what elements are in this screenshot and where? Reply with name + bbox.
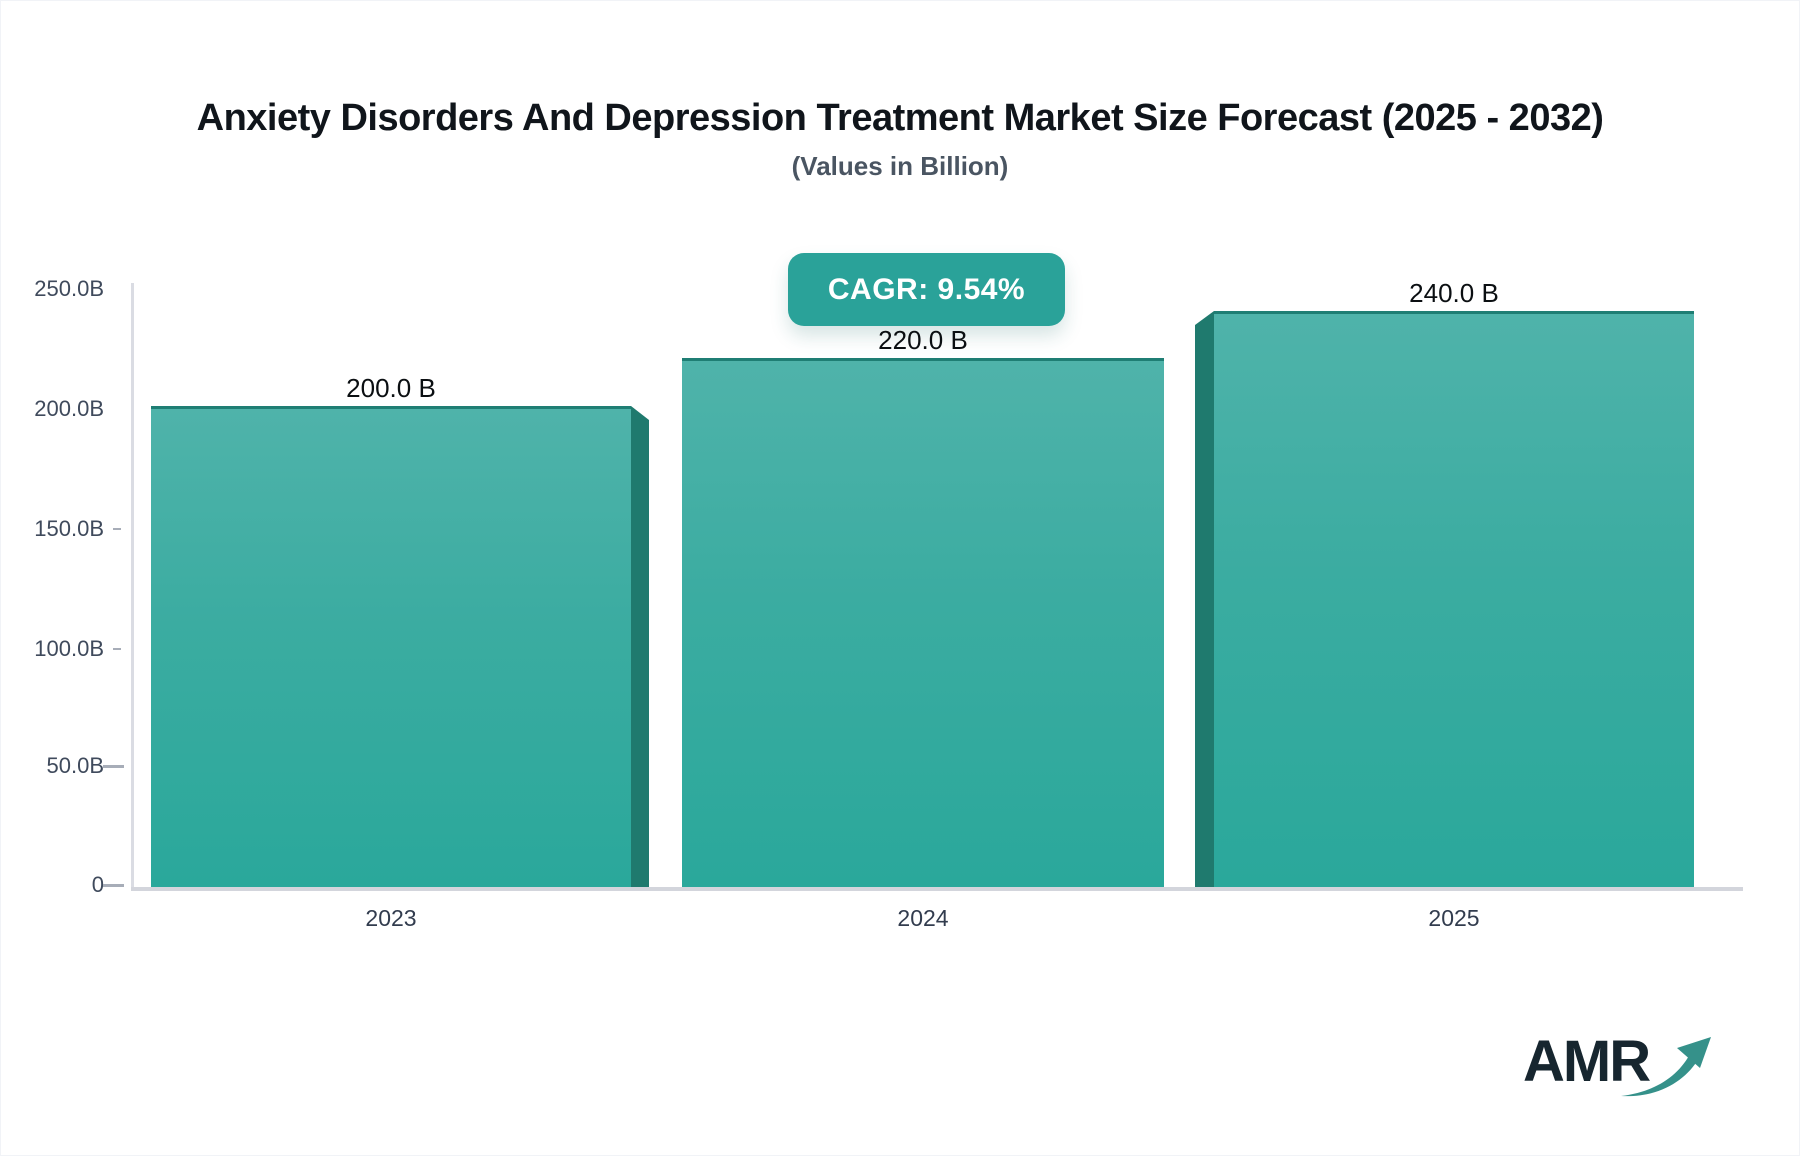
- y-tick-mark: [103, 765, 124, 768]
- y-axis-tick-label: 250.0B: [34, 276, 104, 301]
- x-axis-line: [131, 887, 1743, 891]
- bar-value-label-2023: 200.0 B: [346, 373, 436, 403]
- page-subtitle: (Values in Billion): [791, 151, 1009, 181]
- cagr-badge: CAGR: 9.54%: [788, 253, 1065, 326]
- cagr-badge-label: CAGR: 9.54%: [827, 272, 1026, 306]
- y-tick-mark: [113, 648, 121, 650]
- y-axis-tick-label: 100.0B: [34, 636, 104, 661]
- y-axis-tick-label: 0: [91, 872, 104, 897]
- bar-2023-3d-side: [631, 406, 649, 887]
- y-axis-line: [131, 283, 134, 891]
- amr-logo-text: AMR: [1523, 1029, 1651, 1094]
- y-axis-tick-label: 50.0B: [46, 753, 105, 778]
- page-title: Anxiety Disorders And Depression Treatme…: [196, 97, 1604, 139]
- x-axis-label-2025: 2025: [1428, 905, 1480, 931]
- x-axis-label-2023: 2023: [365, 905, 417, 931]
- y-axis-tick-label: 150.0B: [34, 516, 104, 541]
- bar-2025-3d-side: [1195, 311, 1214, 887]
- bar-2024: [682, 358, 1164, 887]
- bar-value-label-2024: 220.0 B: [878, 325, 968, 355]
- y-tick-mark: [113, 528, 121, 530]
- x-axis-label-2024: 2024: [897, 905, 949, 931]
- amr-logo: AMR: [1523, 1029, 1763, 1115]
- bar-2023: [151, 406, 631, 887]
- bar-2025: [1214, 311, 1694, 887]
- y-axis-tick-label: 200.0B: [34, 396, 104, 421]
- y-tick-mark: [103, 884, 124, 887]
- trend-arrow-icon: [1621, 1037, 1711, 1097]
- bar-value-label-2025: 240.0 B: [1409, 278, 1499, 308]
